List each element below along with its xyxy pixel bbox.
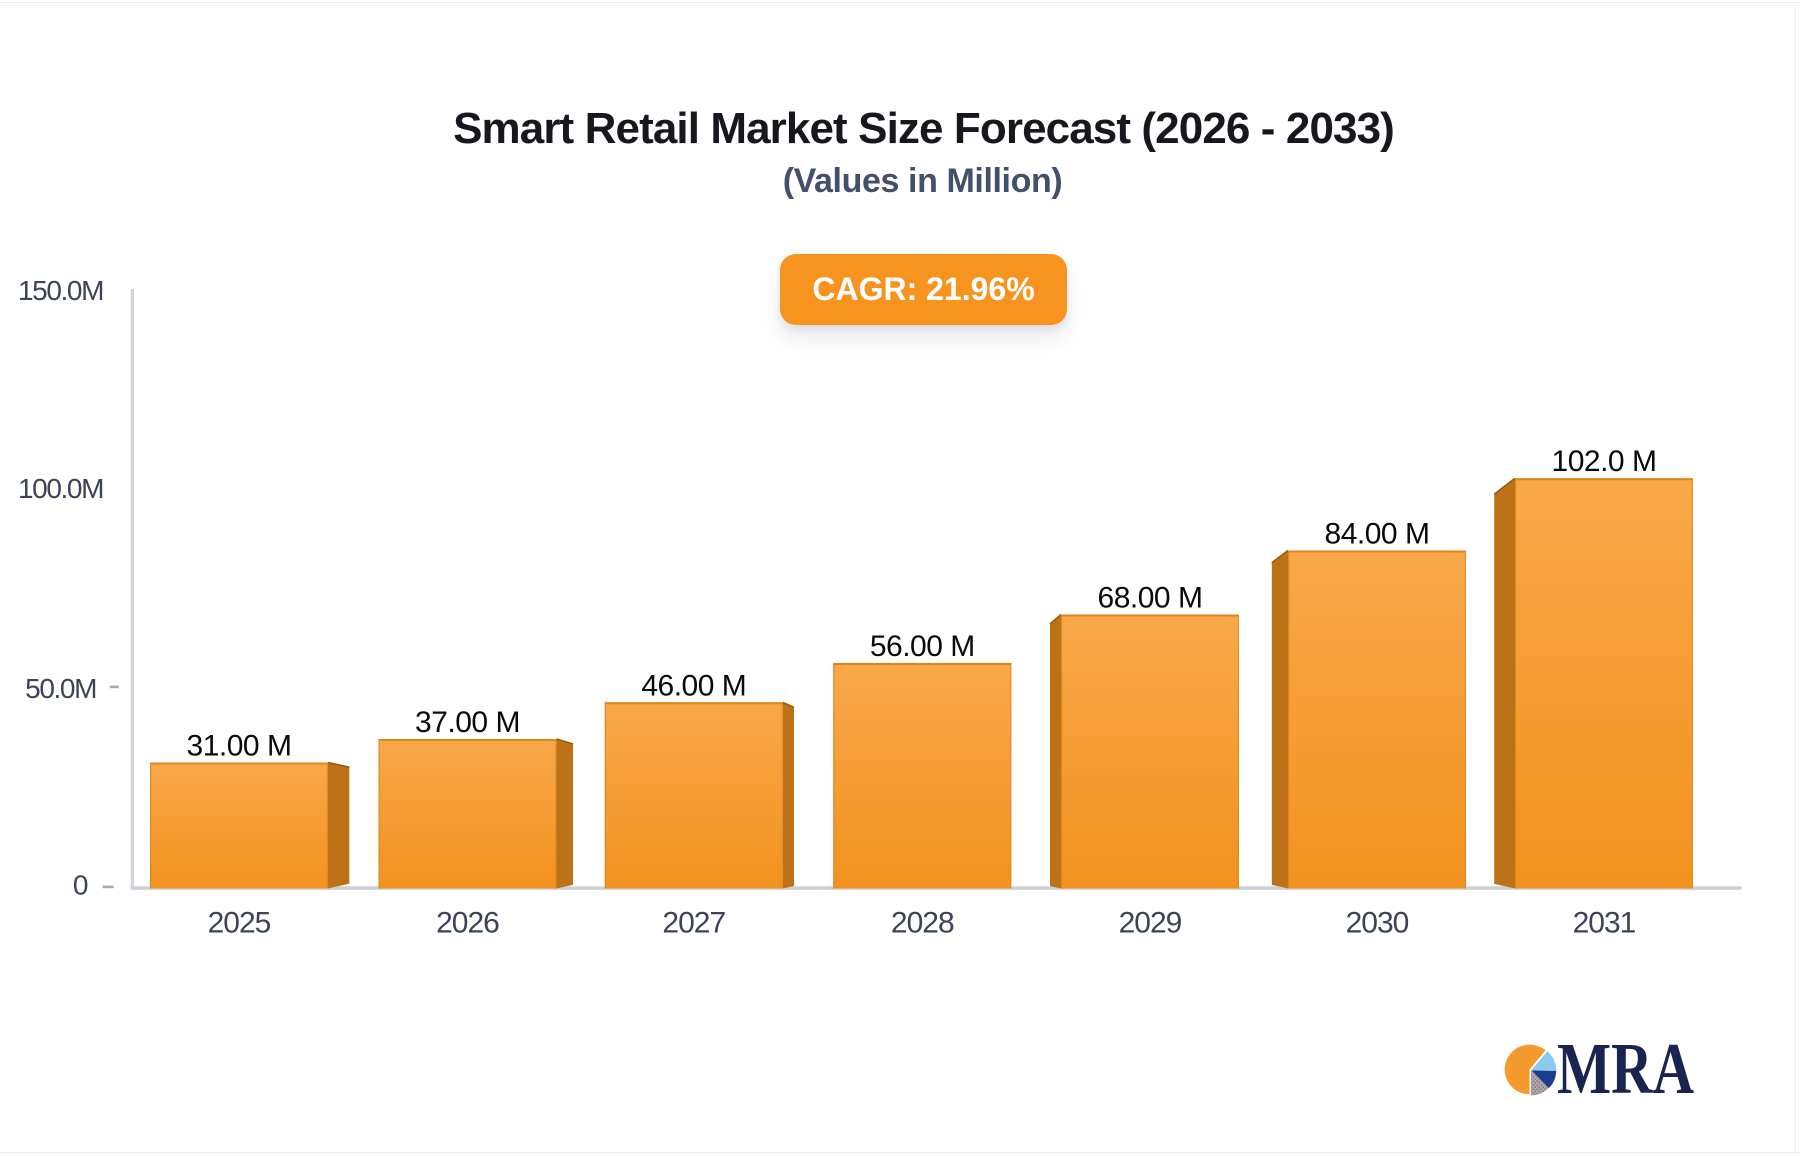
- svg-text:100.0M: 100.0M: [18, 473, 103, 504]
- svg-text:84.00 M: 84.00 M: [1325, 518, 1430, 551]
- svg-text:68.00 M: 68.00 M: [1098, 582, 1203, 615]
- svg-text:102.0 M: 102.0 M: [1552, 445, 1657, 478]
- svg-text:2027: 2027: [662, 907, 725, 940]
- svg-text:2028: 2028: [891, 907, 954, 940]
- svg-text:2030: 2030: [1346, 907, 1409, 940]
- svg-text:50.0M: 50.0M: [25, 673, 96, 704]
- svg-text:37.00 M: 37.00 M: [415, 706, 520, 739]
- svg-text:2025: 2025: [208, 907, 271, 940]
- svg-text:46.00 M: 46.00 M: [641, 670, 746, 703]
- svg-text:2031: 2031: [1573, 907, 1636, 940]
- svg-text:2029: 2029: [1119, 907, 1182, 940]
- svg-text:MRA: MRA: [1557, 1028, 1694, 1109]
- svg-text:0: 0: [73, 870, 88, 901]
- svg-text:31.00 M: 31.00 M: [187, 730, 292, 763]
- svg-text:2026: 2026: [436, 907, 499, 940]
- svg-text:150.0M: 150.0M: [18, 275, 103, 306]
- svg-text:56.00 M: 56.00 M: [870, 630, 975, 663]
